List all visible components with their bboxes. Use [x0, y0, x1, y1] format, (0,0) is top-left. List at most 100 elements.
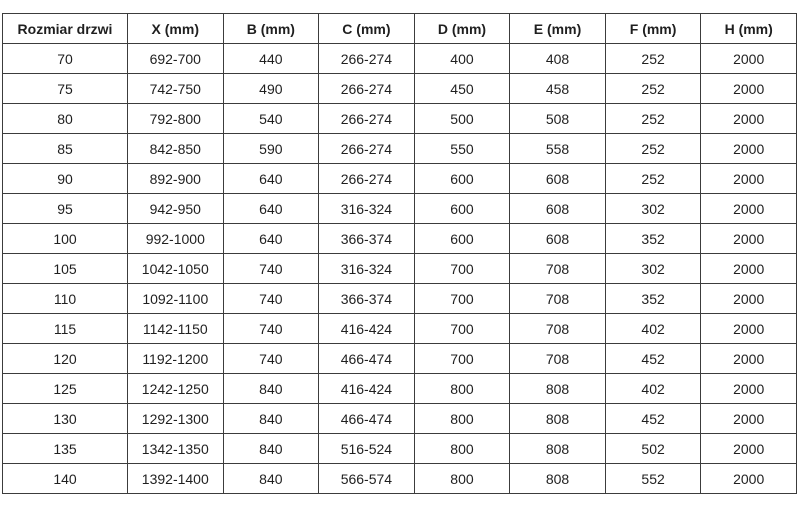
table-cell: 2000 [700, 223, 797, 254]
table-cell: 840 [222, 373, 320, 404]
table-cell: 708 [509, 343, 606, 374]
column-header: F (mm) [604, 13, 702, 44]
table-cell: 1292-1300 [127, 403, 224, 434]
table-cell: 252 [604, 163, 702, 194]
table-cell: 502 [604, 433, 702, 464]
table-cell: 2000 [700, 253, 797, 284]
table-cell: 266-274 [318, 133, 415, 164]
table-cell: 992-1000 [127, 223, 224, 254]
table-cell: 458 [509, 73, 606, 104]
table-row: 70 692-700 440 266-274 400 408 252 2000 [2, 43, 797, 74]
table-cell: 708 [509, 253, 606, 284]
table-cell: 740 [222, 313, 320, 344]
table-cell: 840 [222, 463, 320, 494]
table-cell: 808 [509, 433, 606, 464]
table-cell: 366-374 [318, 283, 415, 314]
table-cell: 800 [413, 403, 511, 434]
table-row: 120 1192-1200 740 466-474 700 708 452 2000 [2, 343, 797, 374]
table-cell: 352 [604, 223, 702, 254]
table-cell: 75 [2, 73, 128, 104]
table-cell: 700 [413, 283, 511, 314]
table-cell: 552 [604, 463, 702, 494]
table-cell: 608 [509, 223, 606, 254]
table-cell: 566-574 [318, 463, 415, 494]
table-cell: 1142-1150 [127, 313, 224, 344]
table-cell: 416-424 [318, 373, 415, 404]
table-body: 70 692-700 440 266-274 400 408 252 2000 75 742-75… [2, 43, 797, 494]
table-cell: 2000 [700, 313, 797, 344]
table-row: 140 1392-1400 840 566-574 800 808 552 2000 [2, 463, 797, 494]
table-cell: 440 [222, 43, 320, 74]
table-cell: 252 [604, 73, 702, 104]
table-cell: 700 [413, 313, 511, 344]
table-cell: 508 [509, 103, 606, 134]
header-row: Rozmiar drzwi X (mm) B (mm) C (mm) D (mm) E (… [2, 13, 797, 44]
door-size-spec-page: Rozmiar drzwi X (mm) B (mm) C (mm) D (mm) E (… [0, 13, 800, 494]
table-cell: 115 [2, 313, 128, 344]
table-cell: 105 [2, 253, 128, 284]
table-cell: 490 [222, 73, 320, 104]
table-cell: 400 [413, 43, 511, 74]
table-cell: 125 [2, 373, 128, 404]
table-cell: 2000 [700, 133, 797, 164]
table-cell: 1342-1350 [127, 433, 224, 464]
table-cell: 800 [413, 433, 511, 464]
table-cell: 1092-1100 [127, 283, 224, 314]
table-cell: 808 [509, 403, 606, 434]
table-cell: 2000 [700, 463, 797, 494]
table-cell: 95 [2, 193, 128, 224]
table-cell: 140 [2, 463, 128, 494]
table-cell: 100 [2, 223, 128, 254]
table-cell: 316-324 [318, 193, 415, 224]
table-cell: 402 [604, 313, 702, 344]
column-header: X (mm) [127, 13, 224, 44]
column-header: D (mm) [413, 13, 511, 44]
table-cell: 252 [604, 43, 702, 74]
table-cell: 90 [2, 163, 128, 194]
door-size-table: Rozmiar drzwi X (mm) B (mm) C (mm) D (mm) E (… [2, 13, 797, 494]
table-cell: 808 [509, 463, 606, 494]
table-cell: 266-274 [318, 73, 415, 104]
table-cell: 466-474 [318, 343, 415, 374]
table-cell: 402 [604, 373, 702, 404]
table-cell: 942-950 [127, 193, 224, 224]
table-cell: 2000 [700, 403, 797, 434]
table-cell: 600 [413, 163, 511, 194]
table-cell: 608 [509, 163, 606, 194]
table-cell: 266-274 [318, 43, 415, 74]
table-cell: 590 [222, 133, 320, 164]
table-cell: 80 [2, 103, 128, 134]
table-cell: 130 [2, 403, 128, 434]
table-cell: 110 [2, 283, 128, 314]
column-header: H (mm) [700, 13, 797, 44]
table-head: Rozmiar drzwi X (mm) B (mm) C (mm) D (mm) E (… [2, 13, 797, 44]
table-row: 135 1342-1350 840 516-524 800 808 502 2000 [2, 433, 797, 464]
table-cell: 800 [413, 373, 511, 404]
table-cell: 800 [413, 463, 511, 494]
table-cell: 366-374 [318, 223, 415, 254]
table-cell: 740 [222, 253, 320, 284]
table-row: 125 1242-1250 840 416-424 800 808 402 2000 [2, 373, 797, 404]
table-cell: 840 [222, 433, 320, 464]
table-cell: 742-750 [127, 73, 224, 104]
table-cell: 2000 [700, 283, 797, 314]
table-cell: 1192-1200 [127, 343, 224, 374]
table-cell: 466-474 [318, 403, 415, 434]
table-cell: 840 [222, 403, 320, 434]
table-cell: 416-424 [318, 313, 415, 344]
table-cell: 2000 [700, 103, 797, 134]
table-cell: 608 [509, 193, 606, 224]
table-row: 115 1142-1150 740 416-424 700 708 402 2000 [2, 313, 797, 344]
table-cell: 708 [509, 283, 606, 314]
table-cell: 1242-1250 [127, 373, 224, 404]
table-cell: 892-900 [127, 163, 224, 194]
table-cell: 302 [604, 253, 702, 284]
table-row: 110 1092-1100 740 366-374 700 708 352 2000 [2, 283, 797, 314]
table-cell: 700 [413, 343, 511, 374]
column-header: B (mm) [222, 13, 320, 44]
table-cell: 640 [222, 193, 320, 224]
table-cell: 2000 [700, 433, 797, 464]
column-header: E (mm) [509, 13, 606, 44]
table-cell: 252 [604, 103, 702, 134]
table-row: 85 842-850 590 266-274 550 558 252 2000 [2, 133, 797, 164]
